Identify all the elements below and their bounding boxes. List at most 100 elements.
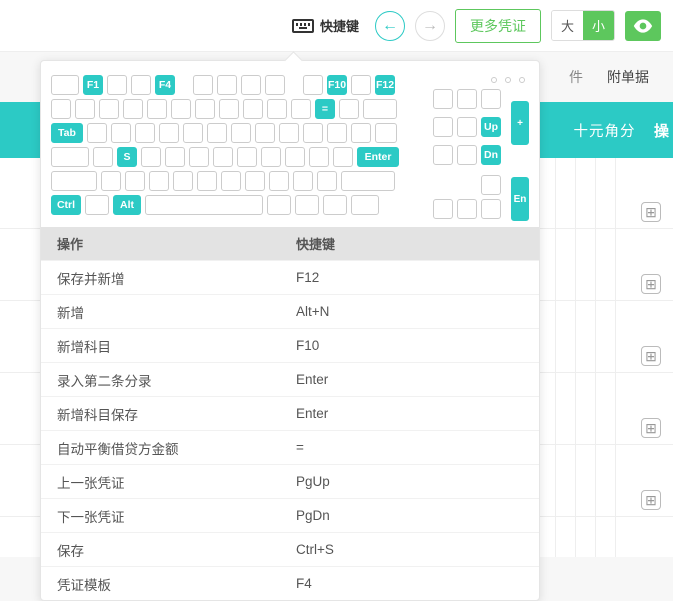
cell-operation: 保存 [41, 533, 280, 567]
top-toolbar: 快捷键 ← → 更多凭证 大 小 [0, 0, 673, 52]
key-blank [333, 147, 353, 167]
keyboard-icon [292, 19, 314, 33]
key-alt: Alt [113, 195, 141, 215]
add-row-button[interactable]: ⊞ [641, 490, 661, 510]
key-blank [303, 75, 323, 95]
cell-operation: 凭证模板 [41, 567, 280, 601]
key-blank [457, 117, 477, 137]
table-row: 凭证模板F4 [41, 567, 539, 601]
col-header-shortcut: 快捷键 [280, 227, 539, 261]
table-row: 录入第二条分录Enter [41, 363, 539, 397]
size-large[interactable]: 大 [552, 11, 583, 40]
key-=: = [315, 99, 335, 119]
cell-shortcut: Ctrl+S [280, 533, 539, 567]
key-s: S [117, 147, 137, 167]
key-blank [125, 171, 145, 191]
key-blank [309, 147, 329, 167]
key-blank [189, 147, 209, 167]
cell-shortcut: Enter [280, 397, 539, 431]
key-f10: F10 [327, 75, 347, 95]
key-blank [99, 99, 119, 119]
key-blank [317, 171, 337, 191]
key-blank [457, 199, 477, 219]
size-small[interactable]: 小 [583, 11, 614, 40]
key-blank [183, 123, 203, 143]
key-blank [351, 123, 371, 143]
cell-shortcut: PgUp [280, 465, 539, 499]
arrow-left-icon: ← [382, 17, 398, 35]
attachments-label: 附单据 [607, 67, 649, 87]
key-blank [291, 99, 311, 119]
key-tab: Tab [51, 123, 83, 143]
cell-operation: 下一张凭证 [41, 499, 280, 533]
cell-operation: 新增科目 [41, 329, 280, 363]
eye-icon [633, 19, 653, 33]
shortcut-popover: F1F4F10F12=TabSEnterCtrlAlt UpDn+En 操作 快… [40, 60, 540, 601]
key-blank [165, 147, 185, 167]
table-row: 保存Ctrl+S [41, 533, 539, 567]
key-blank [171, 99, 191, 119]
key-blank [107, 75, 127, 95]
key-ctrl: Ctrl [51, 195, 81, 215]
next-voucher-button[interactable]: → [415, 11, 445, 41]
key-up: Up [481, 117, 501, 137]
add-row-button[interactable]: ⊞ [641, 418, 661, 438]
add-row-button[interactable]: ⊞ [641, 346, 661, 366]
key-blank [433, 89, 453, 109]
add-row-button[interactable]: ⊞ [641, 274, 661, 294]
key-blank [351, 75, 371, 95]
key-blank [481, 175, 501, 195]
col-header-operation: 操作 [41, 227, 280, 261]
key-blank [197, 171, 217, 191]
cell-operation: 新增 [41, 295, 280, 329]
key-blank [141, 147, 161, 167]
key-blank [279, 123, 299, 143]
add-row-button[interactable]: ⊞ [641, 202, 661, 222]
visibility-button[interactable] [625, 11, 661, 41]
key-blank [363, 99, 397, 119]
cell-operation: 录入第二条分录 [41, 363, 280, 397]
cell-operation: 保存并新增 [41, 261, 280, 295]
table-row: 新增Alt+N [41, 295, 539, 329]
key-blank [51, 99, 71, 119]
cell-shortcut: Enter [280, 363, 539, 397]
key-blank [159, 123, 179, 143]
key-blank [241, 75, 261, 95]
more-vouchers-button[interactable]: 更多凭证 [455, 9, 541, 43]
key-blank [87, 123, 107, 143]
key-blank [267, 195, 291, 215]
key-blank [457, 89, 477, 109]
key-blank [457, 145, 477, 165]
cell-operation: 自动平衡借贷方金额 [41, 431, 280, 465]
cell-shortcut: F12 [280, 261, 539, 295]
cell-shortcut: Alt+N [280, 295, 539, 329]
table-row: 上一张凭证PgUp [41, 465, 539, 499]
key-blank [433, 199, 453, 219]
arrow-right-icon: → [422, 17, 438, 35]
key-blank [213, 147, 233, 167]
cell-operation: 上一张凭证 [41, 465, 280, 499]
shortcut-label: 快捷键 [320, 16, 359, 35]
key-blank [219, 99, 239, 119]
key-blank [93, 147, 113, 167]
key-blank [433, 117, 453, 137]
key-blank [293, 171, 313, 191]
cell-operation: 新增科目保存 [41, 397, 280, 431]
table-row: 下一张凭证PgDn [41, 499, 539, 533]
key-blank [51, 75, 79, 95]
pieces-label: 件 [569, 67, 583, 87]
key-blank [433, 145, 453, 165]
key-blank [255, 123, 275, 143]
key-blank [195, 99, 215, 119]
table-row: 新增科目保存Enter [41, 397, 539, 431]
prev-voucher-button[interactable]: ← [375, 11, 405, 41]
key-plus: + [511, 101, 529, 145]
key-blank [221, 171, 241, 191]
key-blank [351, 195, 379, 215]
key-blank [147, 99, 167, 119]
key-blank [217, 75, 237, 95]
key-f12: F12 [375, 75, 395, 95]
key-blank [193, 75, 213, 95]
shortcut-toggle[interactable]: 快捷键 [292, 16, 359, 35]
key-blank [51, 147, 89, 167]
